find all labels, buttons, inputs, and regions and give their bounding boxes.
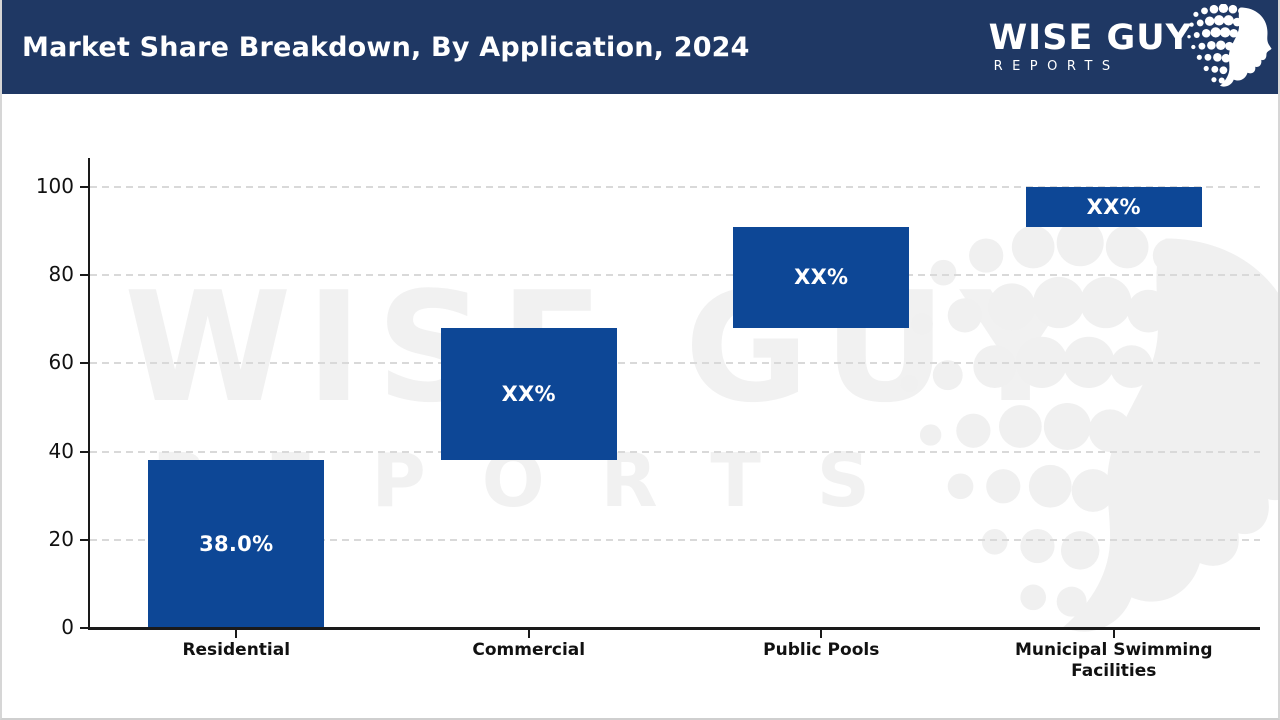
y-tick-mark [80,186,88,188]
page-title: Market Share Breakdown, By Application, … [22,31,750,63]
x-tick-label: Municipal Swimming Facilities [1014,640,1213,682]
gridline-60 [90,362,1260,365]
y-tick-mark [80,450,88,453]
bar-value-label: 38.0% [199,532,274,557]
logo-text: WISE GUY REPORTS [989,20,1192,74]
bar-commercial: XX% [440,328,617,461]
gridline-100 [90,186,1260,188]
y-tick-mark [80,362,88,365]
y-tick-label: 20 [48,526,74,551]
logo-wise-guy-label: WISE GUY [988,18,1192,59]
x-tick-mark [1112,630,1115,638]
gridline-40 [90,450,1260,453]
bar-value-label: XX% [794,265,849,290]
y-tick-label: 40 [48,438,74,463]
header-bar: Market Share Breakdown, By Application, … [2,0,1278,94]
bar-value-label: XX% [501,382,556,407]
x-tick-label: Public Pools [763,640,880,660]
y-tick-label: 60 [48,350,74,375]
bar-value-label: XX% [1086,194,1141,219]
y-tick-label: 80 [48,262,74,287]
y-tick-mark [80,627,88,629]
y-axis-line [88,158,90,630]
x-tick-mark [527,630,530,638]
bar-municipal-swimming-facilities: XX% [1025,187,1202,227]
logo-head-icon [1178,4,1274,90]
gridline-20 [90,538,1260,541]
x-tick-label: Commercial [472,640,586,660]
x-tick-mark [820,630,823,638]
gridline-80 [90,274,1260,277]
wise-guy-reports-logo: WISE GUY REPORTS [989,0,1278,94]
y-tick-label: 0 [61,615,74,639]
x-tick-label: Residential [182,640,291,660]
x-tick-mark [235,630,238,638]
watermark-head-icon [858,200,1278,674]
bar-public-pools: XX% [733,226,910,329]
x-axis-line [88,627,1260,630]
y-tick-mark [80,274,88,277]
bar-residential: 38.0% [148,460,325,628]
y-tick-mark [80,538,88,541]
logo-reports-label: REPORTS [993,58,1120,74]
y-tick-label: 100 [35,174,74,198]
